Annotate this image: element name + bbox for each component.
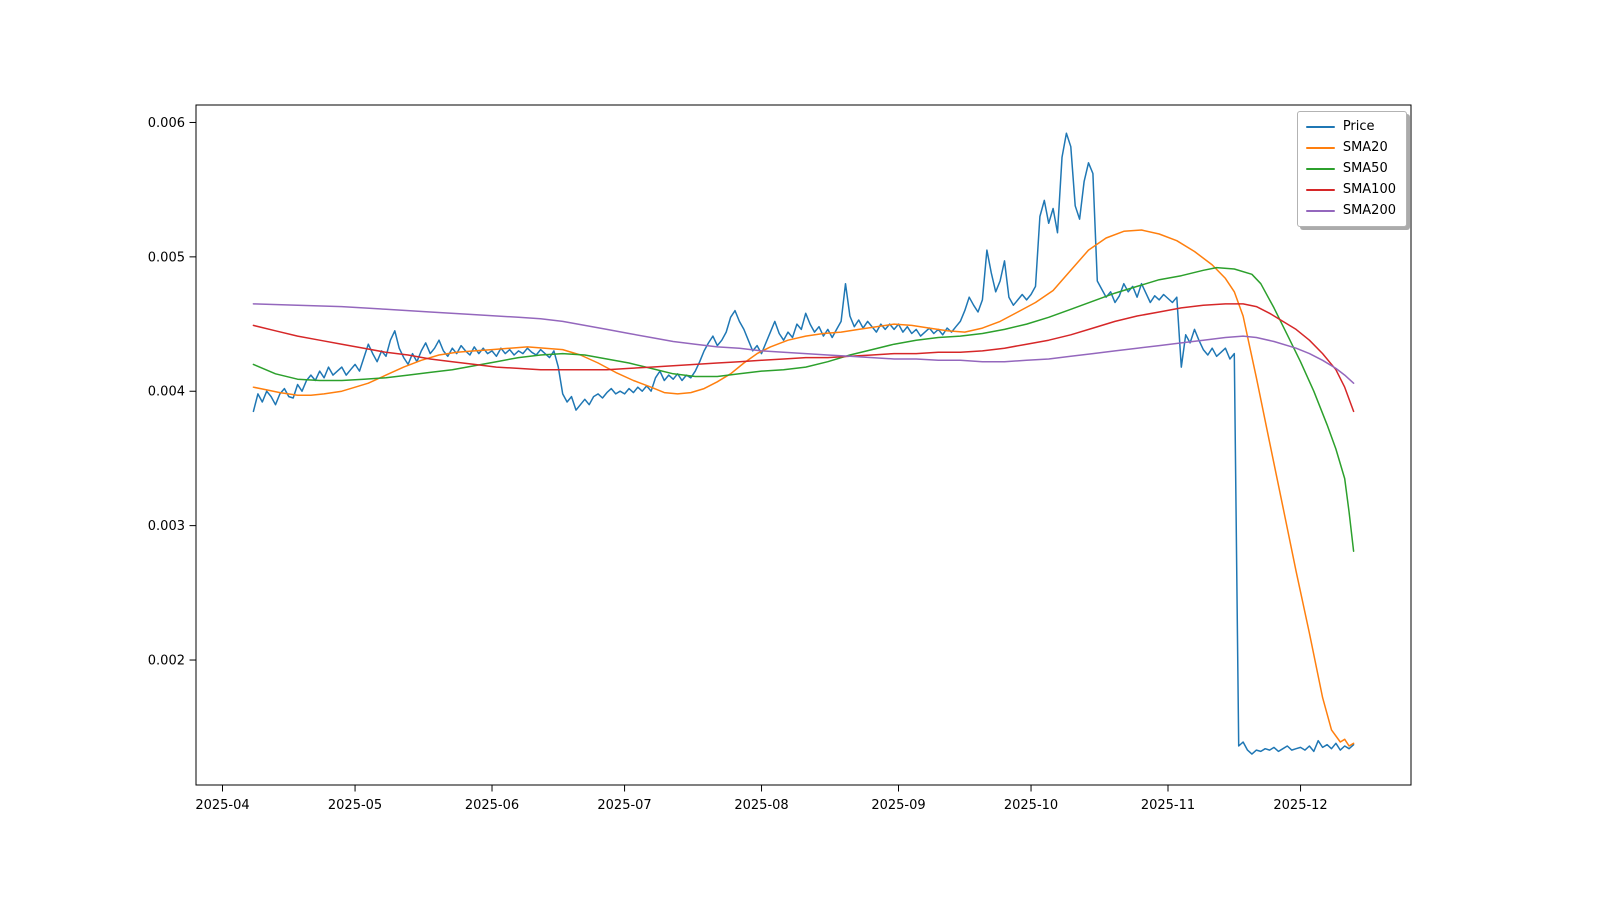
x-tick-label: 2025-08 [734, 798, 788, 813]
legend-item: SMA100 [1305, 182, 1396, 197]
x-tick-label: 2025-07 [597, 798, 651, 813]
y-tick-label: 0.003 [148, 519, 185, 534]
line-sma200 [252, 303, 1355, 384]
legend-label: SMA20 [1342, 140, 1388, 155]
legend-label: SMA200 [1342, 203, 1396, 218]
plot-background [196, 105, 1411, 785]
y-tick-label: 0.002 [148, 654, 185, 669]
legend-item: SMA50 [1305, 161, 1396, 176]
legend-line-sample [1305, 125, 1335, 128]
x-tick-label: 2025-10 [1004, 798, 1058, 813]
line-sma20 [252, 229, 1355, 747]
legend-label: SMA100 [1342, 182, 1396, 197]
legend-line-sample [1305, 167, 1335, 170]
legend-label: Price [1342, 119, 1375, 134]
line-sma50 [252, 266, 1355, 552]
legend-item: SMA200 [1305, 203, 1396, 218]
legend-label: SMA50 [1342, 161, 1388, 176]
y-tick-label: 0.005 [148, 250, 185, 265]
x-tick-label: 2025-05 [328, 798, 382, 813]
legend-line-sample [1305, 209, 1335, 212]
series-lines [252, 132, 1355, 755]
x-tick-label: 2025-11 [1141, 798, 1195, 813]
legend-item: SMA20 [1305, 140, 1396, 155]
y-tick-label: 0.006 [148, 116, 185, 131]
plot-border [195, 104, 1412, 786]
line-price [252, 132, 1355, 755]
x-tick-label: 2025-06 [465, 798, 519, 813]
legend: Price SMA20 SMA50 SMA100 SMA200 [1296, 111, 1407, 227]
legend-item: Price [1305, 119, 1396, 134]
x-tick-label: 2025-09 [871, 798, 925, 813]
legend-line-sample [1305, 146, 1335, 149]
legend-line-sample [1305, 188, 1335, 191]
x-tick-label: 2025-04 [195, 798, 249, 813]
y-tick-label: 0.004 [148, 385, 185, 400]
x-tick-label: 2025-12 [1273, 798, 1327, 813]
